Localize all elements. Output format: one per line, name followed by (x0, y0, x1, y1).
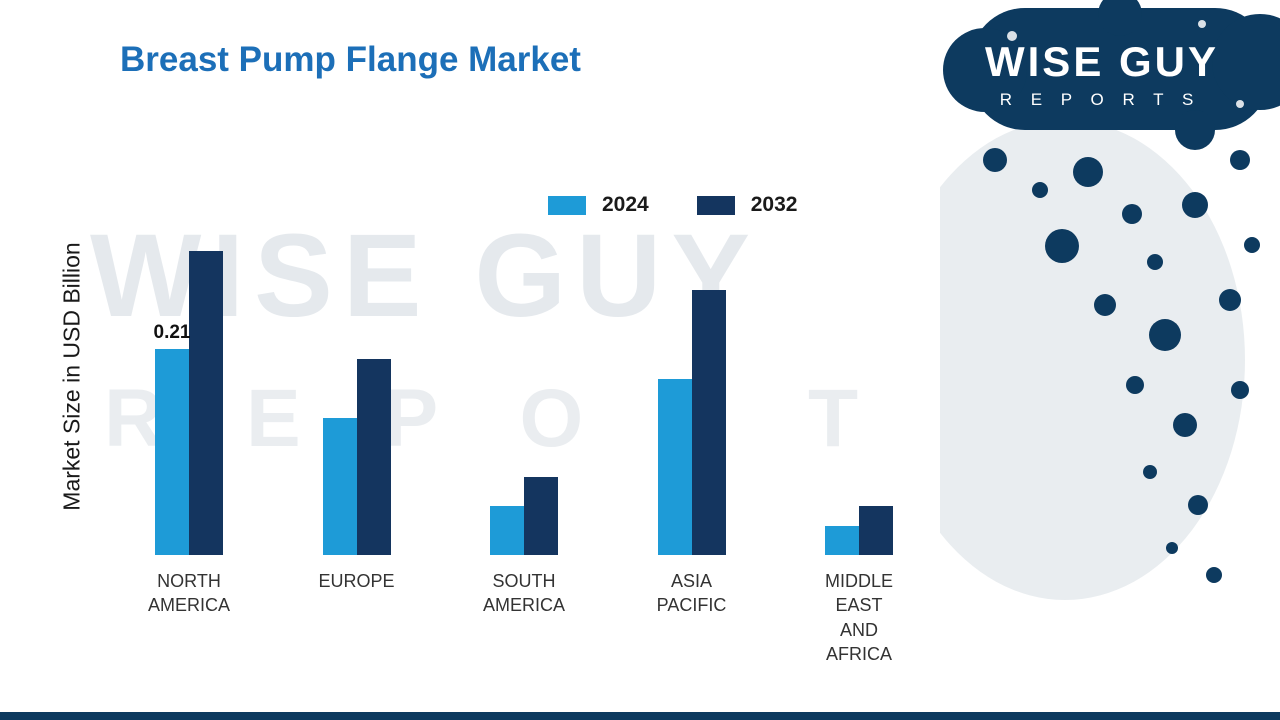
face-silhouette-graphic (940, 0, 1280, 600)
bar-2032-north-america (189, 251, 223, 555)
legend-item-2032: 2032 (696, 193, 798, 217)
category-label-south-america: SOUTH AMERICA (482, 571, 565, 616)
legend-item-2024: 2024 (548, 193, 649, 217)
bar-2032-europe (356, 359, 391, 555)
logo-accent-dots (1007, 20, 1244, 108)
bar-pair: 0.21 (153, 245, 223, 555)
legend-swatch-2032 (696, 195, 735, 215)
bar-chart: 0.21 NORTH AMERICA EUROPE SOUTH AMERICA ASIA… (124, 245, 924, 666)
legend-swatch-2024 (548, 195, 586, 215)
legend-label-2032: 2032 (750, 193, 798, 216)
bar-2032-south-america (524, 477, 558, 555)
bar-2024-middle-east-and-africa (825, 526, 859, 555)
category-label-middle-east-and-africa: MIDDLE EAST AND AFRICA (824, 571, 893, 664)
bar-pair (490, 245, 558, 555)
chart-legend: 2024 2032 (548, 193, 797, 217)
dot-pattern (983, 148, 1260, 583)
legend-label-2024: 2024 (602, 193, 649, 216)
bar-pair (825, 245, 893, 555)
bar-2024-north-america (155, 349, 189, 555)
bar-group-middle-east-and-africa: MIDDLE EAST AND AFRICA (794, 245, 924, 666)
watermark-reports-text: R E P O R T S (104, 373, 1026, 464)
bar-pair (322, 245, 391, 555)
bar-group-europe: EUROPE (292, 245, 422, 666)
y-axis-label: Market Size in USD Billion (58, 242, 85, 511)
bar-2024-asia-pacific (657, 379, 692, 555)
footer-bar (0, 712, 1280, 720)
category-label-asia-pacific: ASIA PACIFIC (656, 571, 727, 616)
category-label-north-america: NORTH AMERICA (147, 571, 230, 616)
logo-wiseguy-text: WISE GUY (985, 38, 1220, 85)
bar-2032-middle-east-and-africa (859, 506, 893, 555)
bar-group-south-america: SOUTH AMERICA (459, 245, 589, 666)
head-shape (940, 120, 1245, 600)
bar-pair (657, 245, 726, 555)
bar-2024-europe (322, 418, 357, 555)
bar-2024-south-america (490, 506, 524, 555)
bar-value-label: 0.21 (153, 322, 191, 343)
category-label-europe: EUROPE (318, 571, 395, 591)
face-profile-nose (1195, 270, 1239, 440)
bar-group-asia-pacific: ASIA PACIFIC (627, 245, 757, 666)
logo-reports-text: R E P O R T S (999, 90, 1201, 109)
bar-group-north-america: 0.21 NORTH AMERICA (124, 245, 254, 666)
bar-2032-asia-pacific (691, 290, 726, 555)
wise-guy-reports-logo: WISE GUY R E P O R T S (985, 38, 1220, 110)
logo-background-blob (943, 0, 1280, 150)
page-title: Breast Pump Flange Market (120, 40, 581, 79)
